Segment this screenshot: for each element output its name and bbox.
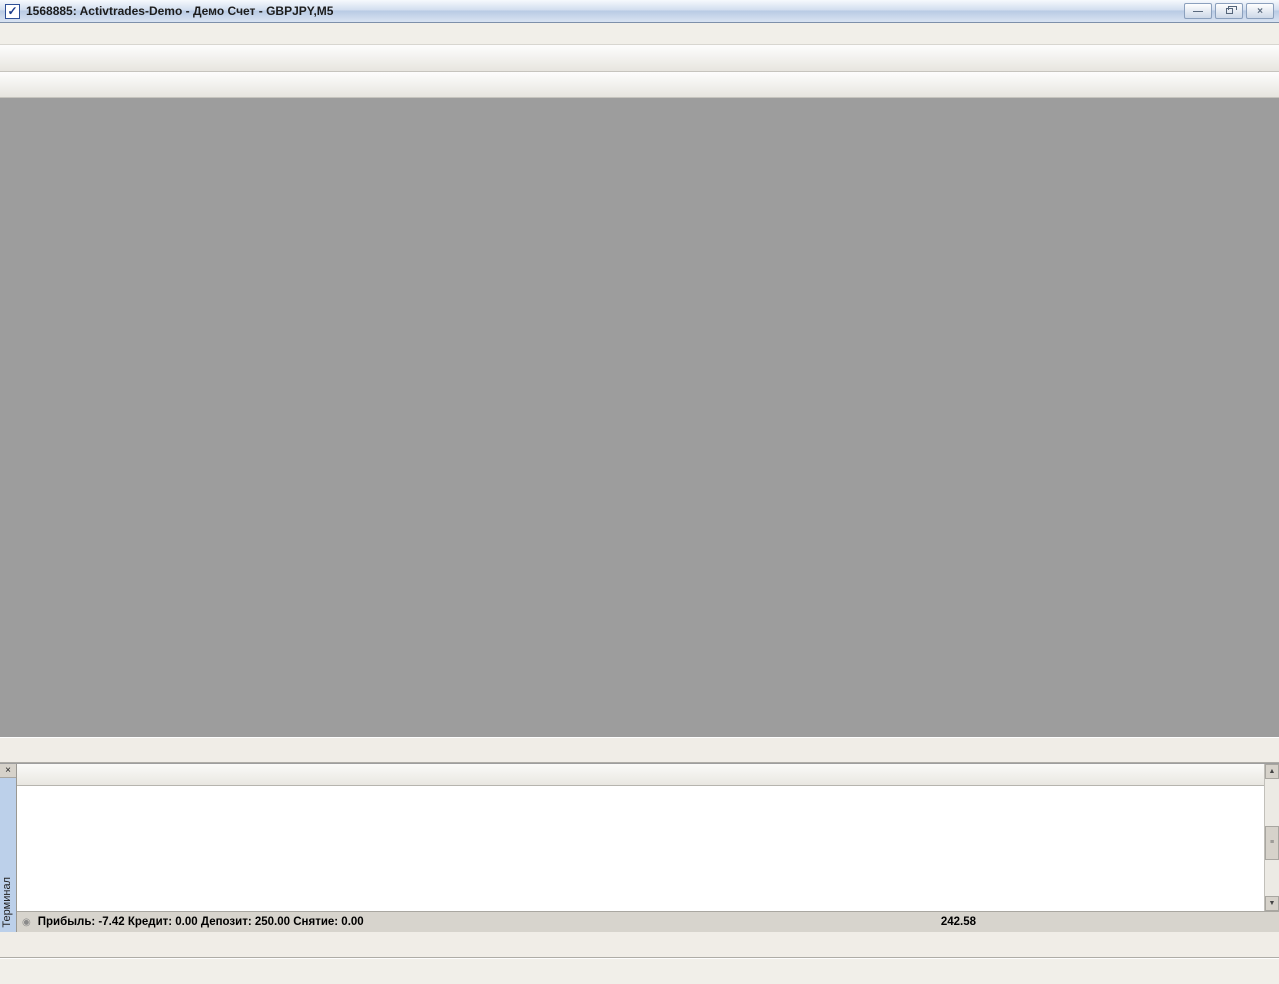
summary-total: 242.58 — [940, 916, 976, 928]
menubar — [0, 23, 1279, 45]
scroll-thumb[interactable]: ≡ — [1265, 826, 1279, 860]
restore-button[interactable] — [1215, 3, 1243, 19]
app-logo-icon: ✓ — [5, 3, 20, 19]
terminal-side-strip: × Терминал — [0, 764, 16, 932]
statusbar — [0, 958, 1279, 984]
minimize-button[interactable]: — — [1184, 3, 1212, 19]
table-header-row — [17, 764, 1279, 786]
history-table: ▲ ≡ ▼ ◉ Прибыль: -7.42 Кредит: 0.00 Депо… — [16, 764, 1279, 932]
terminal-panel: × Терминал ▲ ≡ ▼ ◉ Прибыль: -7.42 Кредит… — [0, 764, 1279, 932]
summary-row: ◉ Прибыль: -7.42 Кредит: 0.00 Депозит: 2… — [17, 911, 1279, 932]
mdi-area — [0, 98, 1279, 737]
toolbar-drawing — [0, 72, 1279, 98]
table-scrollbar[interactable]: ▲ ≡ ▼ — [1264, 764, 1279, 911]
terminal-close-icon[interactable]: × — [0, 764, 16, 778]
chart-tabstrip — [0, 737, 1279, 763]
window-title: 1568885: Activtrades-Demo - Демо Счет - … — [26, 4, 334, 18]
window-titlebar: ✓ 1568885: Activtrades-Demo - Демо Счет … — [0, 0, 1279, 23]
summary-status-icon: ◉ — [22, 916, 31, 928]
scroll-down-icon[interactable]: ▼ — [1265, 896, 1279, 911]
terminal-side-label: Терминал — [1, 877, 13, 928]
summary-text: Прибыль: -7.42 Кредит: 0.00 Депозит: 250… — [37, 916, 364, 928]
scroll-up-icon[interactable]: ▲ — [1265, 764, 1279, 779]
restore-icon — [1225, 6, 1237, 14]
toolbar-standard — [0, 45, 1279, 72]
close-button[interactable]: × — [1246, 3, 1274, 19]
terminal-tabs — [0, 932, 1279, 958]
